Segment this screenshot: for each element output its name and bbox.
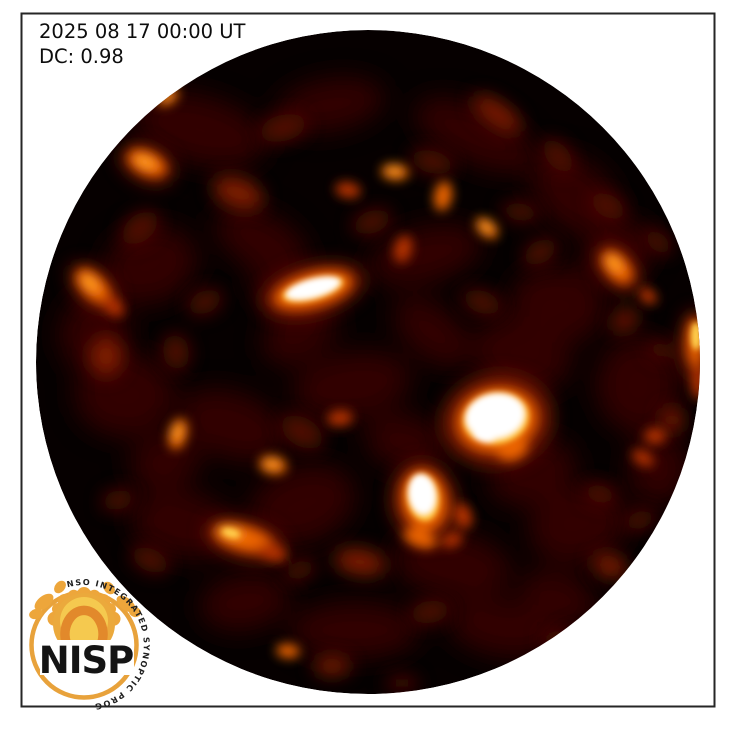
plot-frame <box>20 12 716 708</box>
logo-acronym: NISP <box>39 639 134 682</box>
solar-disk <box>36 30 700 694</box>
header-duty-cycle: DC: 0.98 <box>39 45 124 69</box>
logo-text-band <box>40 640 134 675</box>
logo-omega-arch-icon <box>60 605 108 644</box>
logo-sun-inner <box>60 597 108 645</box>
header-annotations: 2025 08 17 00:00 UT DC: 0.98 <box>39 19 245 70</box>
header-timestamp: 2025 08 17 00:00 UT <box>39 20 246 43</box>
disk-bright-cores <box>222 275 700 538</box>
